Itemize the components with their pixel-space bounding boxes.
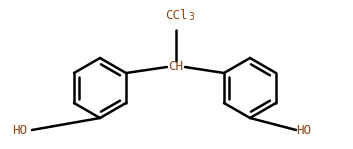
Text: CH: CH — [168, 60, 184, 73]
Text: 3: 3 — [188, 12, 194, 22]
Text: HO: HO — [296, 124, 311, 136]
Text: CCl: CCl — [165, 9, 187, 22]
Text: HO: HO — [12, 124, 27, 136]
